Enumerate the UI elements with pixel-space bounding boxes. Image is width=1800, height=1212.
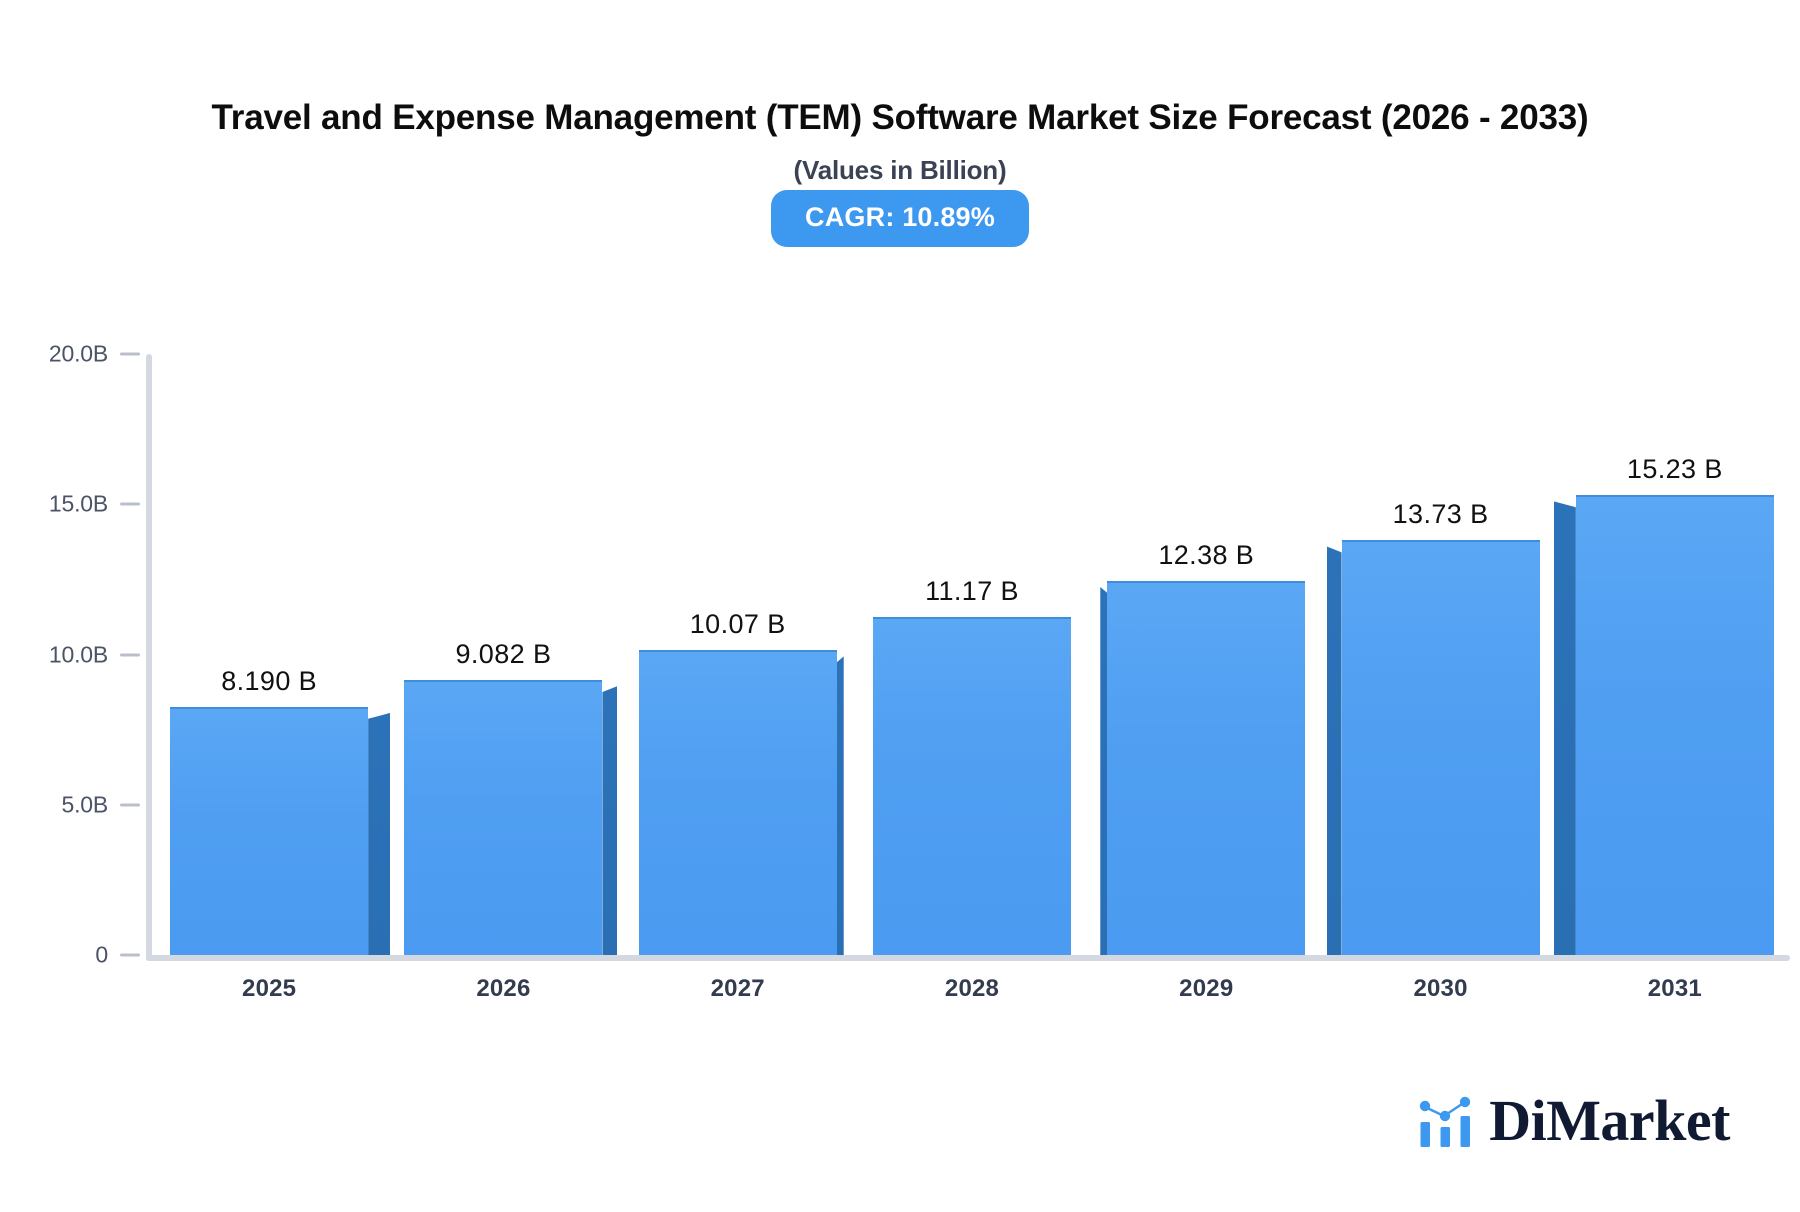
x-axis-tick-label: 2031 <box>1647 975 1702 1002</box>
brand-logo: DiMarket <box>1417 1092 1730 1150</box>
bar-front-face <box>1575 495 1774 955</box>
bar-column[interactable]: 11.17 B <box>873 340 1071 955</box>
bar[interactable]: 11.17 B <box>873 340 1071 955</box>
bar-value-label: 13.73 B <box>1392 499 1489 530</box>
bar-column[interactable]: 8.190 B <box>170 340 391 955</box>
y-axis-tick-label: 15.0B <box>48 490 108 517</box>
y-axis-tick: 10.0B <box>49 641 140 668</box>
bar-side-face <box>1100 586 1108 955</box>
bar[interactable]: 10.07 B <box>638 340 844 955</box>
bar-value-label: 11.17 B <box>925 576 1019 607</box>
bar-column[interactable]: 9.082 B <box>404 340 618 955</box>
cagr-status-badge: CAGR: 10.89% <box>771 189 1029 248</box>
y-axis-tick-label: 0 <box>95 941 108 968</box>
bar[interactable]: 12.38 B <box>1100 340 1306 955</box>
bar-front-face <box>1341 540 1540 955</box>
x-axis: 2025 2026 2027 2028 2029 2030 2031 <box>152 975 1792 1015</box>
bar-value-label: 12.38 B <box>1158 539 1255 570</box>
y-axis-tick: 15.0B <box>49 491 140 518</box>
y-axis-tick-mark <box>120 803 140 807</box>
page-title: Travel and Expense Management (TEM) Soft… <box>211 98 1589 137</box>
bar-side-face <box>602 686 618 955</box>
x-axis-tick-label: 2030 <box>1413 975 1468 1002</box>
bar[interactable]: 8.190 B <box>170 340 391 955</box>
bar-value-label: 9.082 B <box>455 639 552 670</box>
x-axis-tick-label: 2026 <box>476 975 531 1002</box>
brand-name: DiMarket <box>1489 1088 1730 1153</box>
bar-column[interactable]: 10.07 B <box>638 340 844 955</box>
bar[interactable]: 13.73 B <box>1326 340 1540 955</box>
bar-side-face <box>1553 501 1576 955</box>
x-axis-tick-label: 2028 <box>944 975 1000 1002</box>
bar[interactable]: 9.082 B <box>404 340 618 955</box>
y-axis-tick-mark <box>120 953 140 957</box>
bar-front-face <box>404 680 603 955</box>
y-axis-tick-label: 10.0B <box>48 641 108 667</box>
y-axis-tick: 20.0B <box>49 341 140 368</box>
bar-front-face <box>170 706 369 955</box>
bar-value-label: 8.190 B <box>221 665 318 696</box>
x-axis-tick-label: 2029 <box>1179 975 1234 1002</box>
y-axis-tick: 5.0B <box>61 791 140 818</box>
y-axis: 0 5.0B 10.0B 15.0B 20.0B <box>0 340 140 968</box>
bar-column[interactable]: 13.73 B <box>1326 340 1540 955</box>
y-axis-tick-mark <box>120 502 140 506</box>
x-axis-tick-label: 2025 <box>242 975 297 1002</box>
bar-front-face <box>1107 580 1306 955</box>
bar-series: 8.190 B 9.082 B 10.07 B 11.17 B 12.38 B 13.73… <box>152 340 1792 955</box>
y-axis-tick-label: 5.0B <box>61 791 108 818</box>
bar-side-face <box>1326 546 1342 955</box>
bar-column[interactable]: 12.38 B <box>1100 340 1306 955</box>
bar-value-label: 15.23 B <box>1626 454 1723 485</box>
cagr-badge-wrapper: CAGR: 10.89% <box>0 189 1800 248</box>
y-axis-tick-mark <box>120 653 140 656</box>
bar-value-label: 10.07 B <box>689 609 786 640</box>
chart-header: Travel and Expense Management (TEM) Soft… <box>0 96 1800 248</box>
bar[interactable]: 15.23 B <box>1553 340 1774 955</box>
y-axis-tick-mark <box>120 352 140 356</box>
bar-side-face <box>836 656 844 955</box>
y-axis-line <box>146 354 152 961</box>
y-axis-tick-label: 20.0B <box>48 340 108 367</box>
bar-column[interactable]: 15.23 B <box>1553 340 1774 955</box>
chart-subtitle: (Values in Billion) <box>793 154 1007 185</box>
plot-area: 0 5.0B 10.0B 15.0B 20.0B 8.190 B 9.082 B 10.07… <box>0 340 1800 968</box>
bar-front-face <box>638 650 837 955</box>
x-axis-tick-label: 2027 <box>710 975 765 1002</box>
y-axis-tick: 0 <box>95 942 140 969</box>
bar-front-face <box>873 617 1071 955</box>
bar-side-face <box>368 712 391 955</box>
bar-chart-icon <box>1419 1096 1471 1147</box>
x-axis-line <box>146 955 1790 961</box>
